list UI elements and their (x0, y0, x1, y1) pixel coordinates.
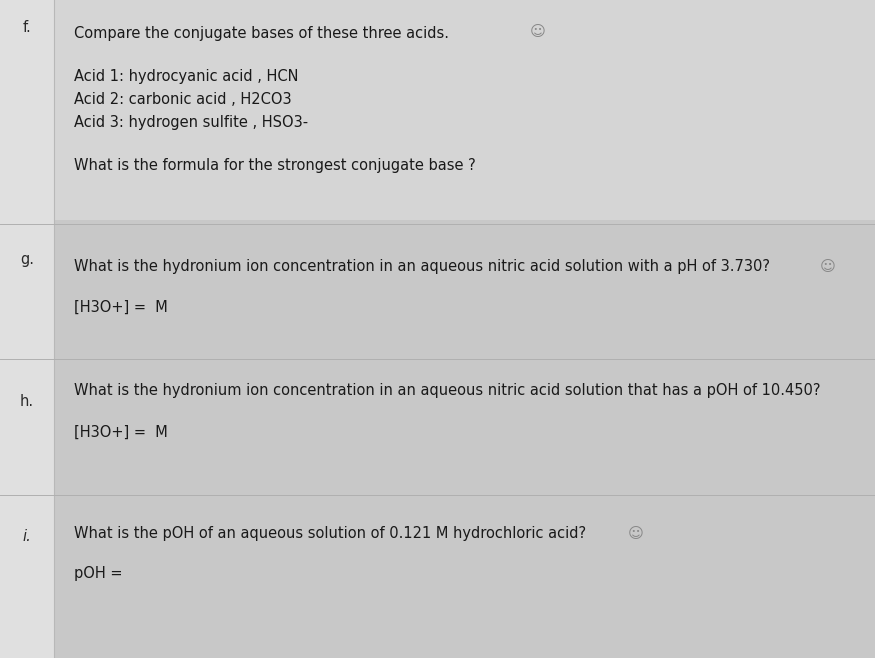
Bar (0, 0, 54, 658)
Text: pOH =: pOH = (74, 566, 122, 581)
Text: What is the formula for the strongest conjugate base ?: What is the formula for the strongest co… (74, 158, 476, 173)
Text: ☺: ☺ (627, 526, 643, 542)
Text: g.: g. (20, 253, 34, 267)
Text: ☺: ☺ (820, 259, 836, 274)
Bar (54, 0, 875, 220)
Text: What is the pOH of an aqueous solution of 0.121 M hydrochloric acid?: What is the pOH of an aqueous solution o… (74, 526, 586, 542)
Text: h.: h. (20, 394, 34, 409)
Text: ☺: ☺ (530, 24, 546, 39)
Text: What is the hydronium ion concentration in an aqueous nitric acid solution with : What is the hydronium ion concentration … (74, 259, 770, 274)
Text: Acid 1: hydrocyanic acid , HCN: Acid 1: hydrocyanic acid , HCN (74, 69, 299, 84)
Text: f.: f. (23, 20, 32, 35)
Text: Compare the conjugate bases of these three acids.: Compare the conjugate bases of these thr… (74, 26, 450, 41)
Text: Acid 2: carbonic acid , H2CO3: Acid 2: carbonic acid , H2CO3 (74, 92, 292, 107)
Text: [H3O+] =  M: [H3O+] = M (74, 299, 168, 315)
Text: [H3O+] =  M: [H3O+] = M (74, 424, 168, 440)
Text: Acid 3: hydrogen sulfite , HSO3-: Acid 3: hydrogen sulfite , HSO3- (74, 115, 309, 130)
Text: i.: i. (23, 529, 32, 544)
Text: What is the hydronium ion concentration in an aqueous nitric acid solution that : What is the hydronium ion concentration … (74, 383, 821, 398)
